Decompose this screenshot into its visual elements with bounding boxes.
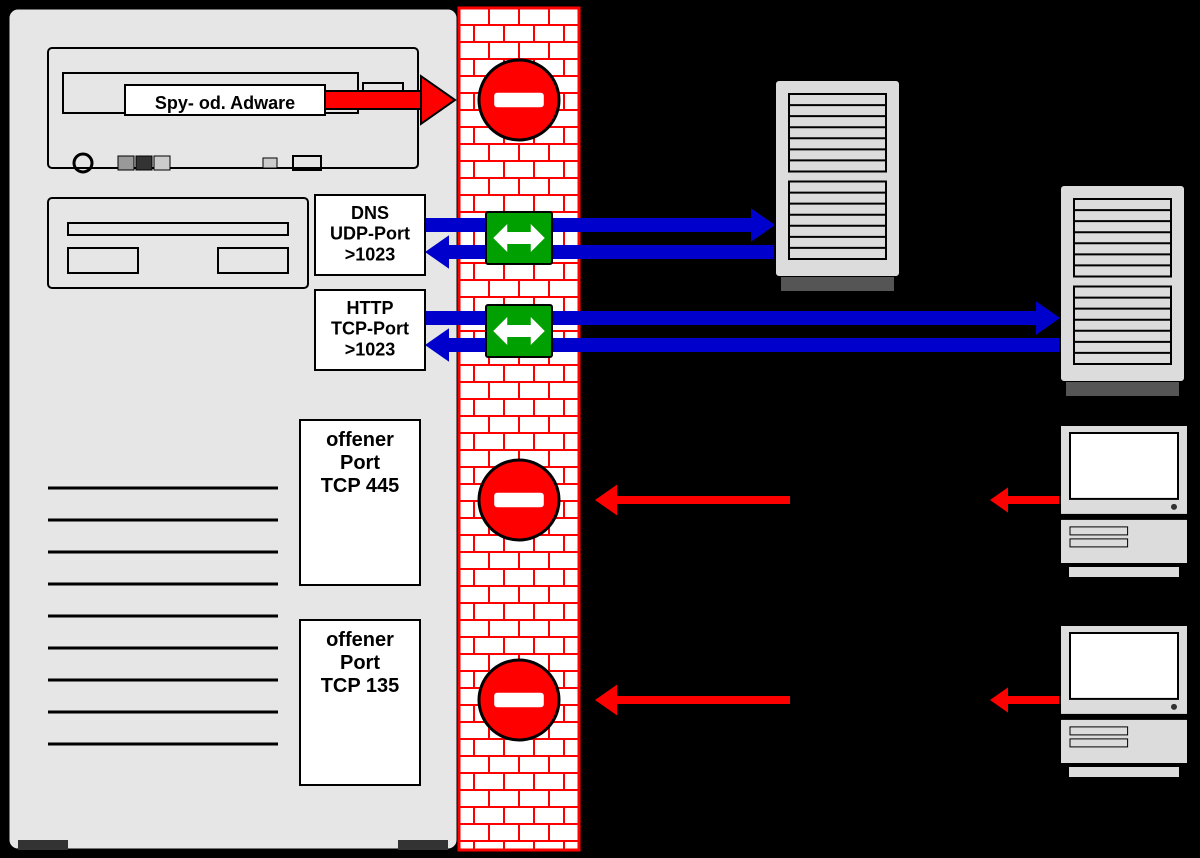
http-label: HTTPTCP-Port>1023 bbox=[315, 290, 425, 370]
port445-text: Port bbox=[340, 452, 380, 474]
port135-text: TCP 135 bbox=[321, 675, 400, 697]
port135-text: Port bbox=[340, 652, 380, 674]
block-sign bbox=[479, 660, 559, 740]
dns-text: >1023 bbox=[345, 244, 396, 264]
spyware-text: Spy- od. Adware bbox=[155, 93, 295, 113]
http-text: TCP-Port bbox=[331, 319, 409, 339]
server bbox=[1060, 185, 1185, 396]
client-pc bbox=[1060, 625, 1188, 778]
http-text: >1023 bbox=[345, 339, 396, 359]
port445-label: offenerPortTCP 445 bbox=[300, 420, 420, 585]
firewall-diagram: Spy- od. AdwareDNSUDP-Port>1023HTTPTCP-P… bbox=[0, 0, 1200, 858]
port135-text: offener bbox=[326, 629, 394, 651]
dns-text: UDP-Port bbox=[330, 224, 410, 244]
port445-text: offener bbox=[326, 429, 394, 451]
spyware-label: Spy- od. Adware bbox=[125, 85, 325, 115]
client-pc bbox=[1060, 425, 1188, 578]
dns-label: DNSUDP-Port>1023 bbox=[315, 195, 425, 275]
allow-sign bbox=[486, 212, 552, 264]
port445-text: TCP 445 bbox=[321, 475, 400, 497]
block-sign bbox=[479, 460, 559, 540]
block-sign bbox=[479, 60, 559, 140]
port135-label: offenerPortTCP 135 bbox=[300, 620, 420, 785]
allow-sign bbox=[486, 305, 552, 357]
dns-text: DNS bbox=[351, 203, 389, 223]
server bbox=[775, 80, 900, 291]
http-text: HTTP bbox=[347, 298, 394, 318]
